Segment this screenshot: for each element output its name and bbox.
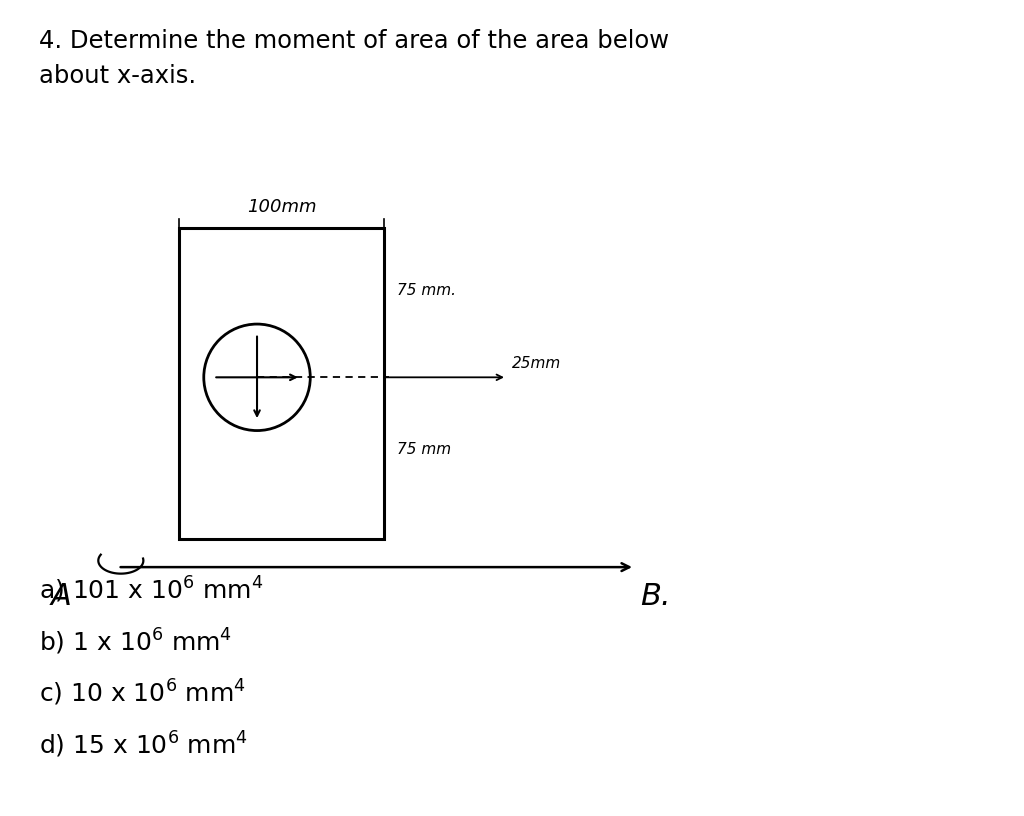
Text: 75 mm: 75 mm	[397, 442, 452, 458]
Text: a) 101 x 10$^{6}$ mm$^{4}$: a) 101 x 10$^{6}$ mm$^{4}$	[39, 575, 263, 605]
Text: b) 1 x 10$^{6}$ mm$^{4}$: b) 1 x 10$^{6}$ mm$^{4}$	[39, 627, 232, 657]
Text: 100mm: 100mm	[247, 198, 316, 216]
Text: c) 10 x 10$^{6}$ mm$^{4}$: c) 10 x 10$^{6}$ mm$^{4}$	[39, 678, 246, 708]
Text: about x-axis.: about x-axis.	[39, 64, 196, 87]
Text: B.: B.	[640, 582, 671, 611]
Text: A: A	[51, 582, 72, 611]
Text: 75 mm.: 75 mm.	[397, 283, 457, 299]
Bar	[179, 228, 384, 539]
Text: d) 15 x 10$^{6}$ mm$^{4}$: d) 15 x 10$^{6}$ mm$^{4}$	[39, 730, 248, 760]
Text: 25mm: 25mm	[512, 356, 561, 370]
Ellipse shape	[204, 324, 310, 431]
Text: 4. Determine the moment of area of the area below: 4. Determine the moment of area of the a…	[39, 29, 669, 52]
